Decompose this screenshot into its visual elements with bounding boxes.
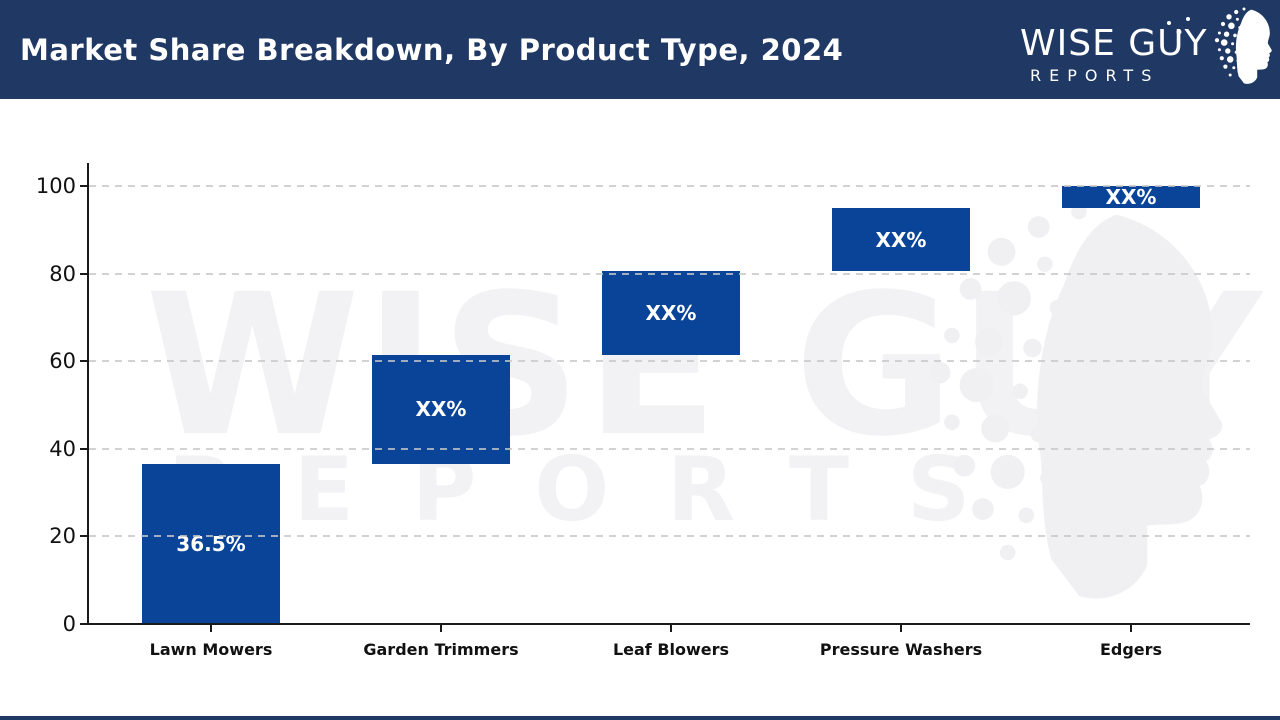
- y-tick-mark: [80, 447, 88, 450]
- x-axis-label: Lawn Mowers: [149, 640, 273, 659]
- page-title: Market Share Breakdown, By Product Type,…: [20, 32, 844, 67]
- x-tick-mark: [1130, 625, 1132, 632]
- x-axis-label: Pressure Washers: [819, 640, 983, 659]
- gridline: [89, 447, 1250, 450]
- wise-guy-logo: WISE GUY REPORTS: [1020, 7, 1272, 85]
- bar-value-label: XX%: [415, 397, 467, 422]
- gridline: [89, 185, 1250, 187]
- footer-bar: [0, 716, 1280, 720]
- y-tick-label: 100: [35, 174, 76, 198]
- y-tick-label: 20: [49, 524, 76, 549]
- bar: XX%: [602, 271, 740, 355]
- bar: 36.5%: [142, 464, 280, 624]
- y-tick-mark: [80, 535, 88, 538]
- x-axis-spine: [87, 623, 1250, 625]
- x-tick-mark: [900, 625, 902, 632]
- bar: XX%: [372, 354, 510, 465]
- y-tick-label: 60: [49, 349, 76, 374]
- watermark-reports: REPORTS: [168, 438, 1029, 541]
- bar-value-label: XX%: [875, 227, 927, 252]
- x-tick-mark: [670, 625, 672, 632]
- y-tick-mark: [80, 623, 88, 625]
- y-axis-spine: [87, 163, 89, 625]
- y-tick-label: 40: [49, 436, 76, 461]
- y-tick-label: 0: [62, 612, 76, 636]
- x-axis-label: Garden Trimmers: [363, 640, 519, 659]
- logo-text-wise-guy: WISE GUY: [1020, 23, 1208, 64]
- x-axis-label: Edgers: [1099, 640, 1163, 659]
- watermark-face-icon: [928, 203, 1223, 599]
- bar-value-label: XX%: [1105, 184, 1157, 209]
- x-axis-label: Leaf Blowers: [612, 640, 730, 659]
- gridline: [89, 360, 1250, 363]
- bar: XX%: [1062, 184, 1200, 209]
- x-tick-mark: [210, 625, 212, 632]
- x-tick-mark: [440, 625, 442, 632]
- face-icon: [1214, 7, 1272, 84]
- y-tick-mark: [80, 185, 88, 187]
- header-bar: Market Share Breakdown, By Product Type,…: [0, 0, 1280, 99]
- y-tick-mark: [80, 360, 88, 363]
- y-tick-mark: [80, 272, 88, 275]
- y-tick-label: 80: [49, 261, 76, 286]
- gridline: [89, 272, 1250, 275]
- bar: XX%: [832, 207, 970, 272]
- bar-value-label: XX%: [645, 301, 697, 326]
- gridline: [89, 535, 1250, 538]
- logo-text-reports: REPORTS: [1030, 66, 1159, 85]
